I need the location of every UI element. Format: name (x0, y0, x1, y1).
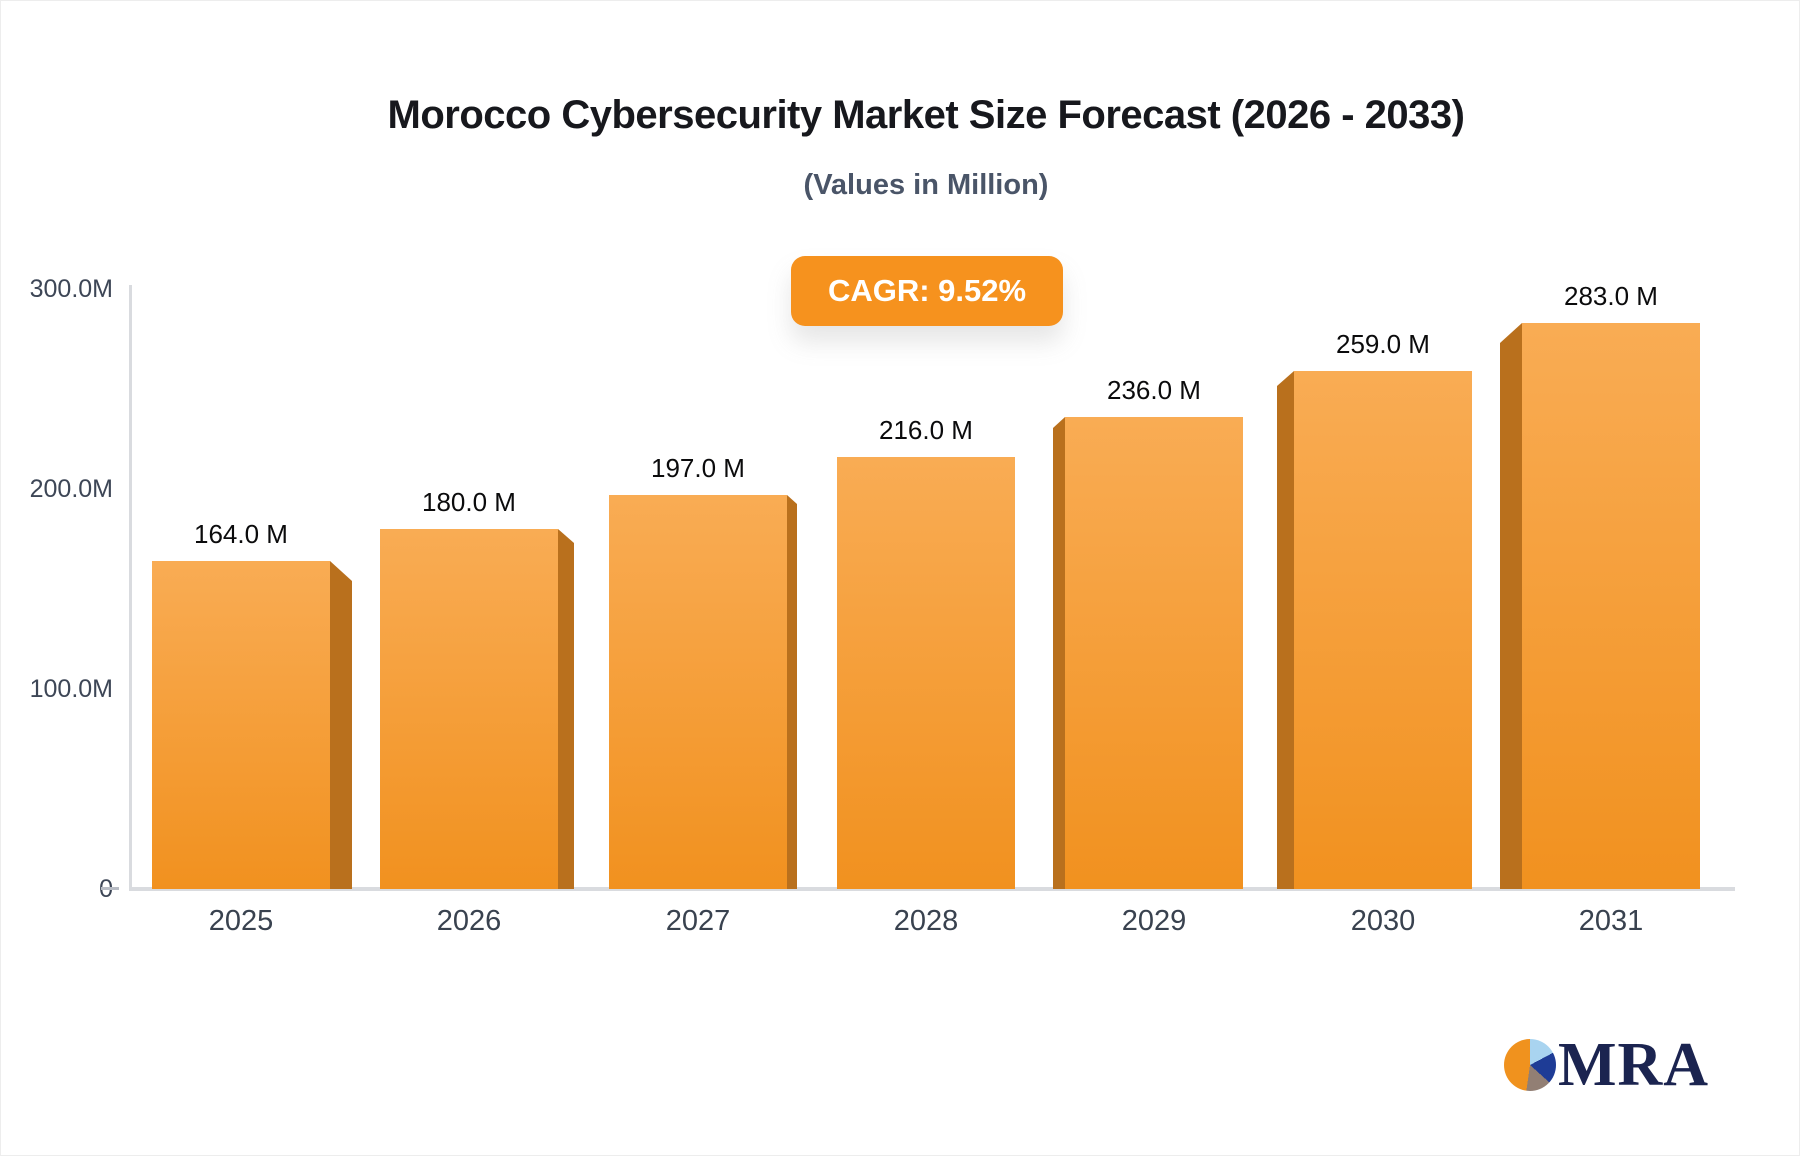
bar-2027 (609, 495, 787, 889)
x-tick-label-2028: 2028 (893, 905, 959, 937)
y-tick-label-200: 200.0M (29, 475, 113, 503)
bar-2029 (1065, 417, 1243, 889)
logo-text: MRA (1558, 1031, 1710, 1099)
y-tick-label-300: 300.0M (29, 275, 113, 303)
chart-subtitle: (Values in Million) (803, 169, 1049, 201)
y-tick-dash-0 (101, 887, 119, 890)
bar-side-3d-2029 (1053, 417, 1065, 889)
cagr-badge: CAGR: 9.52% (791, 256, 1063, 326)
y-tick-label-0: 0 (1, 873, 113, 905)
bar-side-3d-2031 (1500, 323, 1522, 889)
x-tick-label-2027: 2027 (665, 905, 731, 937)
bar-value-label-2025: 164.0 M (194, 519, 288, 549)
bar-value-label-2031: 283.0 M (1564, 281, 1658, 311)
pie-chart-logo-icon (1504, 1039, 1556, 1091)
bar-value-label-2030: 259.0 M (1336, 329, 1430, 359)
bar-value-label-2027: 197.0 M (651, 453, 745, 483)
bar-2025 (152, 561, 330, 889)
x-tick-label-2030: 2030 (1350, 905, 1416, 937)
bar-value-label-2029: 236.0 M (1107, 375, 1201, 405)
bar-value-label-2028: 216.0 M (879, 415, 973, 445)
bar-side-3d-2030 (1277, 371, 1294, 889)
bar-value-label-2026: 180.0 M (422, 487, 516, 517)
x-axis-line (129, 887, 1735, 891)
x-tick-label-2026: 2026 (436, 905, 502, 937)
bar-side-3d-2025 (330, 561, 352, 889)
y-axis-line (129, 285, 132, 891)
bar-2028 (837, 457, 1015, 889)
bar-side-3d-2027 (787, 495, 797, 889)
cagr-badge-label: CAGR: 9.52% (827, 273, 1027, 308)
x-tick-label-2025: 2025 (208, 905, 274, 937)
bar-2030 (1294, 371, 1472, 889)
bar-side-3d-2026 (558, 529, 574, 889)
x-tick-label-2031: 2031 (1578, 905, 1644, 937)
mra-logo: MRA (1504, 1031, 1710, 1099)
bar-2031 (1522, 323, 1700, 889)
y-tick-label-100: 100.0M (29, 675, 113, 703)
bar-2026 (380, 529, 558, 889)
x-tick-label-2029: 2029 (1121, 905, 1187, 937)
chart-title: Morocco Cybersecurity Market Size Foreca… (387, 93, 1465, 137)
